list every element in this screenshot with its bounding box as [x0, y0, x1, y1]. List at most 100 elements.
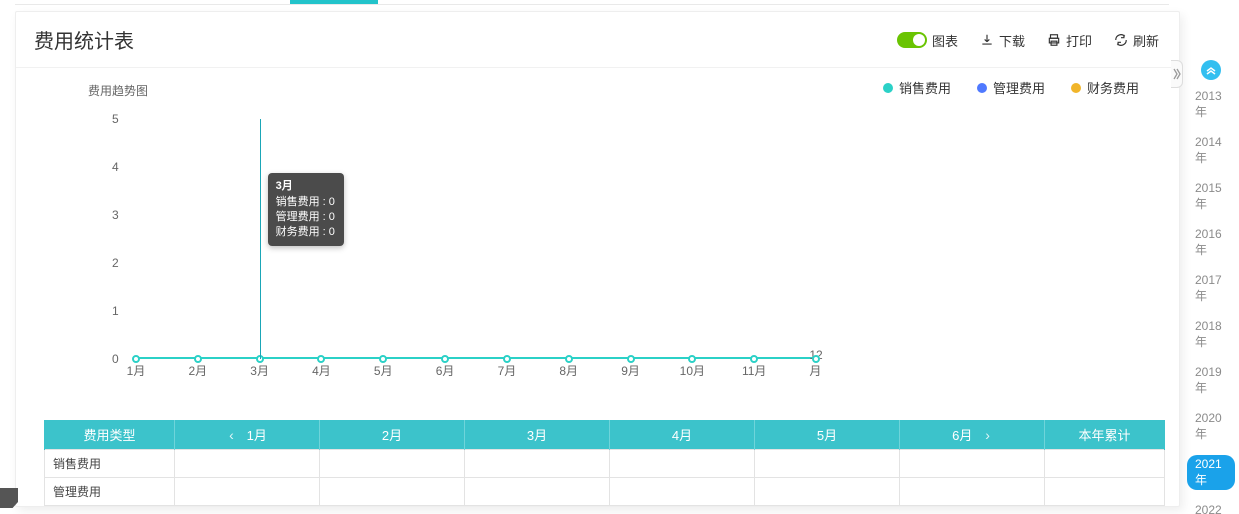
table-row[interactable]: 管理费用 [45, 478, 1165, 506]
row-value-cell [175, 450, 320, 478]
col-header-month: 5月 [755, 420, 900, 450]
chart-point[interactable] [627, 355, 635, 363]
year-option[interactable]: 2014年 [1187, 133, 1235, 168]
y-tick-label: 4 [112, 160, 119, 174]
year-option[interactable]: 2019年 [1187, 363, 1235, 398]
legend-item[interactable]: 销售费用 [883, 78, 951, 97]
col-header-month: 2月 [320, 420, 465, 450]
table-prev-button[interactable]: ‹ [227, 427, 236, 443]
chart-point[interactable] [750, 355, 758, 363]
row-type-cell: 管理费用 [45, 478, 175, 506]
legend-dot-icon [1071, 83, 1081, 93]
chart-point[interactable] [688, 355, 696, 363]
print-button[interactable]: 打印 [1047, 31, 1092, 50]
bottom-left-tab[interactable] [0, 488, 18, 508]
x-tick-label: 11月 [742, 362, 766, 379]
legend-label: 销售费用 [899, 78, 951, 97]
row-value-cell [175, 478, 320, 506]
row-value-cell [755, 478, 900, 506]
tooltip-title: 3月 [276, 179, 336, 194]
legend-item[interactable]: 财务费用 [1071, 78, 1139, 97]
chart-point[interactable] [441, 355, 449, 363]
year-scroll-up-button[interactable] [1201, 60, 1221, 80]
chart-point[interactable] [503, 355, 511, 363]
chart-area: 费用趋势图 销售费用管理费用财务费用 0123451月2月3月4月5月6月7月8… [16, 68, 1179, 359]
year-option[interactable]: 2013年 [1187, 87, 1235, 122]
year-option[interactable]: 2021年 [1187, 455, 1235, 490]
legend-label: 管理费用 [993, 78, 1045, 97]
col-header-total: 本年累计 [1045, 420, 1165, 450]
chevron-right-double-icon [1173, 68, 1181, 80]
x-tick-label: 3月 [250, 362, 269, 379]
table-header-row: 费用类型‹ 1月2月3月4月5月6月 ›本年累计 [45, 420, 1165, 450]
chart-point[interactable] [379, 355, 387, 363]
x-tick-label: 10月 [680, 362, 705, 379]
chevron-up-double-icon [1206, 65, 1216, 75]
col-header-month: 3月 [465, 420, 610, 450]
chart-hover-line [260, 119, 261, 359]
row-value-cell [900, 450, 1045, 478]
year-option[interactable]: 2018年 [1187, 317, 1235, 352]
tooltip-row: 财务费用 : 0 [276, 225, 336, 240]
chart-toggle[interactable]: 图表 [897, 31, 958, 50]
col-header-month: 4月 [610, 420, 755, 450]
x-tick-label: 5月 [374, 362, 393, 379]
legend-dot-icon [883, 83, 893, 93]
print-label: 打印 [1066, 31, 1092, 50]
col-header-month: ‹ 1月 [175, 420, 320, 450]
y-tick-label: 2 [112, 256, 119, 270]
main-panel: 费用统计表 图表 下载 打印 刷新 [15, 11, 1180, 507]
row-total-cell [1045, 450, 1165, 478]
download-button[interactable]: 下载 [980, 31, 1025, 50]
row-value-cell [320, 450, 465, 478]
year-option[interactable]: 2017年 [1187, 271, 1235, 306]
expense-table: 费用类型‹ 1月2月3月4月5月6月 ›本年累计 销售费用管理费用 [44, 420, 1165, 507]
y-tick-label: 5 [112, 112, 119, 126]
tooltip-row: 管理费用 : 0 [276, 210, 336, 225]
row-value-cell [755, 450, 900, 478]
x-tick-label: 1月 [127, 362, 146, 379]
x-tick-label: 12月 [809, 348, 822, 379]
download-icon [980, 33, 994, 47]
table-next-button[interactable]: › [983, 427, 992, 443]
x-tick-label: 2月 [188, 362, 207, 379]
chart-point[interactable] [812, 355, 820, 363]
row-value-cell [465, 450, 610, 478]
page-title: 费用统计表 [34, 25, 134, 54]
series-line [136, 357, 816, 359]
legend-item[interactable]: 管理费用 [977, 78, 1045, 97]
year-option[interactable]: 2022年 [1187, 501, 1235, 514]
collapse-year-rail-button[interactable] [1171, 60, 1183, 88]
toggle-switch-icon [897, 32, 927, 48]
chart-point[interactable] [132, 355, 140, 363]
header-actions: 图表 下载 打印 刷新 [897, 12, 1159, 68]
year-option[interactable]: 2015年 [1187, 179, 1235, 214]
row-value-cell [900, 478, 1045, 506]
chart-tooltip: 3月销售费用 : 0管理费用 : 0财务费用 : 0 [268, 173, 344, 246]
year-list: 2013年 2014年 2015年 2016年 2017年 2018年 2019年 2020年… [1187, 87, 1235, 514]
x-tick-label: 4月 [312, 362, 331, 379]
year-option[interactable]: 2016年 [1187, 225, 1235, 260]
y-tick-label: 1 [112, 304, 119, 318]
row-value-cell [610, 478, 755, 506]
row-value-cell [465, 478, 610, 506]
y-tick-label: 3 [112, 208, 119, 222]
row-total-cell [1045, 478, 1165, 506]
x-tick-label: 7月 [498, 362, 517, 379]
chart-point[interactable] [194, 355, 202, 363]
table-body: 销售费用管理费用 [45, 450, 1165, 506]
chart-plot[interactable]: 0123451月2月3月4月5月6月7月8月9月10月11月12月3月销售费用 … [136, 119, 816, 359]
table-row[interactable]: 销售费用 [45, 450, 1165, 478]
chart-point[interactable] [565, 355, 573, 363]
y-tick-label: 0 [112, 352, 119, 366]
print-icon [1047, 33, 1061, 47]
refresh-button[interactable]: 刷新 [1114, 31, 1159, 50]
row-type-cell: 销售费用 [45, 450, 175, 478]
panel-header: 费用统计表 图表 下载 打印 刷新 [16, 12, 1179, 68]
x-tick-label: 8月 [559, 362, 578, 379]
row-value-cell [320, 478, 465, 506]
chart-point[interactable] [317, 355, 325, 363]
legend-label: 财务费用 [1087, 78, 1139, 97]
chart-legend: 销售费用 管理费用 财务费用 [883, 78, 1139, 97]
year-option[interactable]: 2020年 [1187, 409, 1235, 444]
